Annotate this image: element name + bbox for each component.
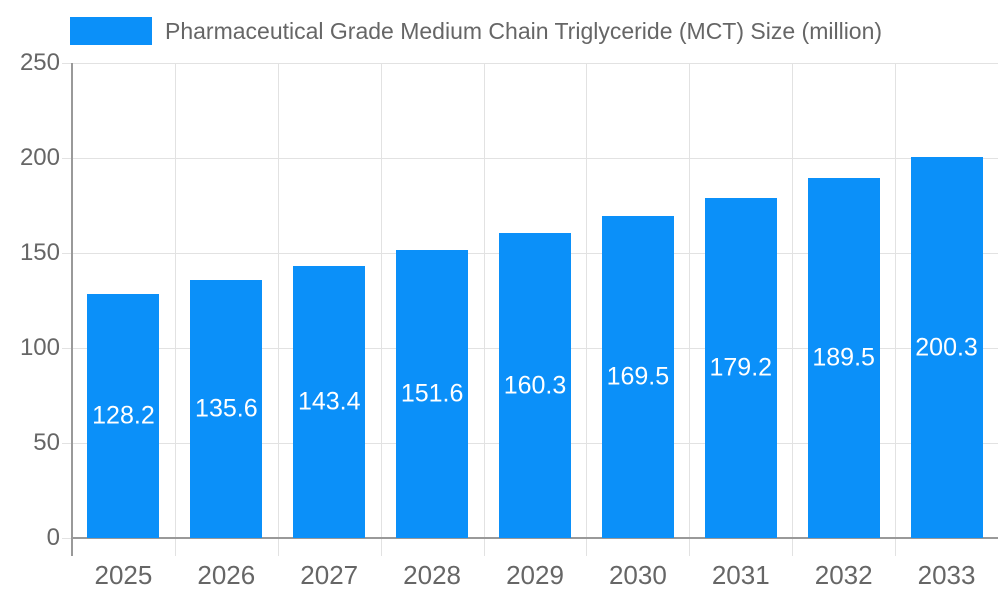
x-axis-tick-label: 2026 [197, 560, 256, 590]
h-gridline [72, 158, 998, 159]
v-gridline [174, 63, 176, 556]
bar-value-label: 160.3 [503, 371, 567, 400]
legend-label: Pharmaceutical Grade Medium Chain Trigly… [165, 18, 883, 44]
x-axis-tick-label: 2027 [300, 560, 359, 590]
plot-area: 128.2 135.6 143.4 151.6 160.3 169.5 179.2 189.5… [20, 49, 998, 590]
v-gridline [689, 63, 691, 556]
y-tickmark [62, 253, 72, 254]
v-gridline [483, 63, 485, 556]
bar-value-label: 151.6 [400, 379, 464, 408]
bar-value-label: 143.4 [297, 387, 361, 416]
x-axis-tick-label: 2025 [94, 560, 153, 590]
bar-2033[interactable]: 200.3 [910, 157, 983, 538]
y-axis-tick-label: 150 [19, 239, 60, 266]
x-axis-tick-label: 2031 [711, 560, 770, 590]
bar-value-label: 135.6 [195, 394, 258, 423]
v-gridline [792, 63, 794, 556]
bar-2026[interactable]: 135.6 [190, 280, 263, 538]
x-axis-tick-label: 2029 [506, 560, 564, 590]
bar-2031[interactable]: 179.2 [704, 197, 777, 538]
y-tickmark [62, 443, 72, 444]
bar-2032[interactable]: 189.5 [807, 177, 880, 538]
bar-value-label: 128.2 [92, 401, 155, 430]
h-gridline [72, 63, 998, 64]
x-axis-tick-label: 2033 [917, 560, 976, 590]
y-tickmark [62, 63, 72, 64]
y-tickmark [62, 538, 72, 539]
y-axis-tick-label: 100 [19, 334, 60, 361]
legend-swatch-icon [70, 17, 152, 45]
bar-2027[interactable]: 143.4 [293, 265, 366, 538]
v-gridline [277, 63, 279, 556]
bar-2030[interactable]: 169.5 [601, 215, 674, 538]
v-gridline [895, 63, 897, 556]
bar-value-label: 179.2 [709, 353, 773, 382]
bar-value-label: 169.5 [606, 362, 670, 391]
bar-2028[interactable]: 151.6 [396, 249, 469, 538]
y-axis-tick-label: 200 [19, 144, 60, 171]
x-axis-tick-label: 2030 [608, 560, 667, 590]
y-axis-tick-label: 50 [33, 429, 60, 456]
y-axis-line [71, 63, 73, 556]
y-axis-tick-label: 0 [46, 524, 60, 551]
x-axis-tick-label: 2032 [814, 560, 873, 590]
y-axis-tick-label: 250 [19, 49, 60, 76]
bar-value-label: 200.3 [915, 333, 978, 362]
bar-value-label: 189.5 [812, 343, 875, 372]
y-tickmark [62, 348, 72, 349]
x-axis-line [72, 537, 998, 539]
v-gridline [380, 63, 382, 556]
v-gridline [586, 63, 588, 556]
y-tickmark [62, 158, 72, 159]
bar-2025[interactable]: 128.2 [87, 294, 160, 538]
chart-legend[interactable]: Pharmaceutical Grade Medium Chain Trigly… [70, 17, 882, 45]
bar-2029[interactable]: 160.3 [499, 233, 571, 538]
x-axis-tick-label: 2028 [403, 560, 462, 590]
